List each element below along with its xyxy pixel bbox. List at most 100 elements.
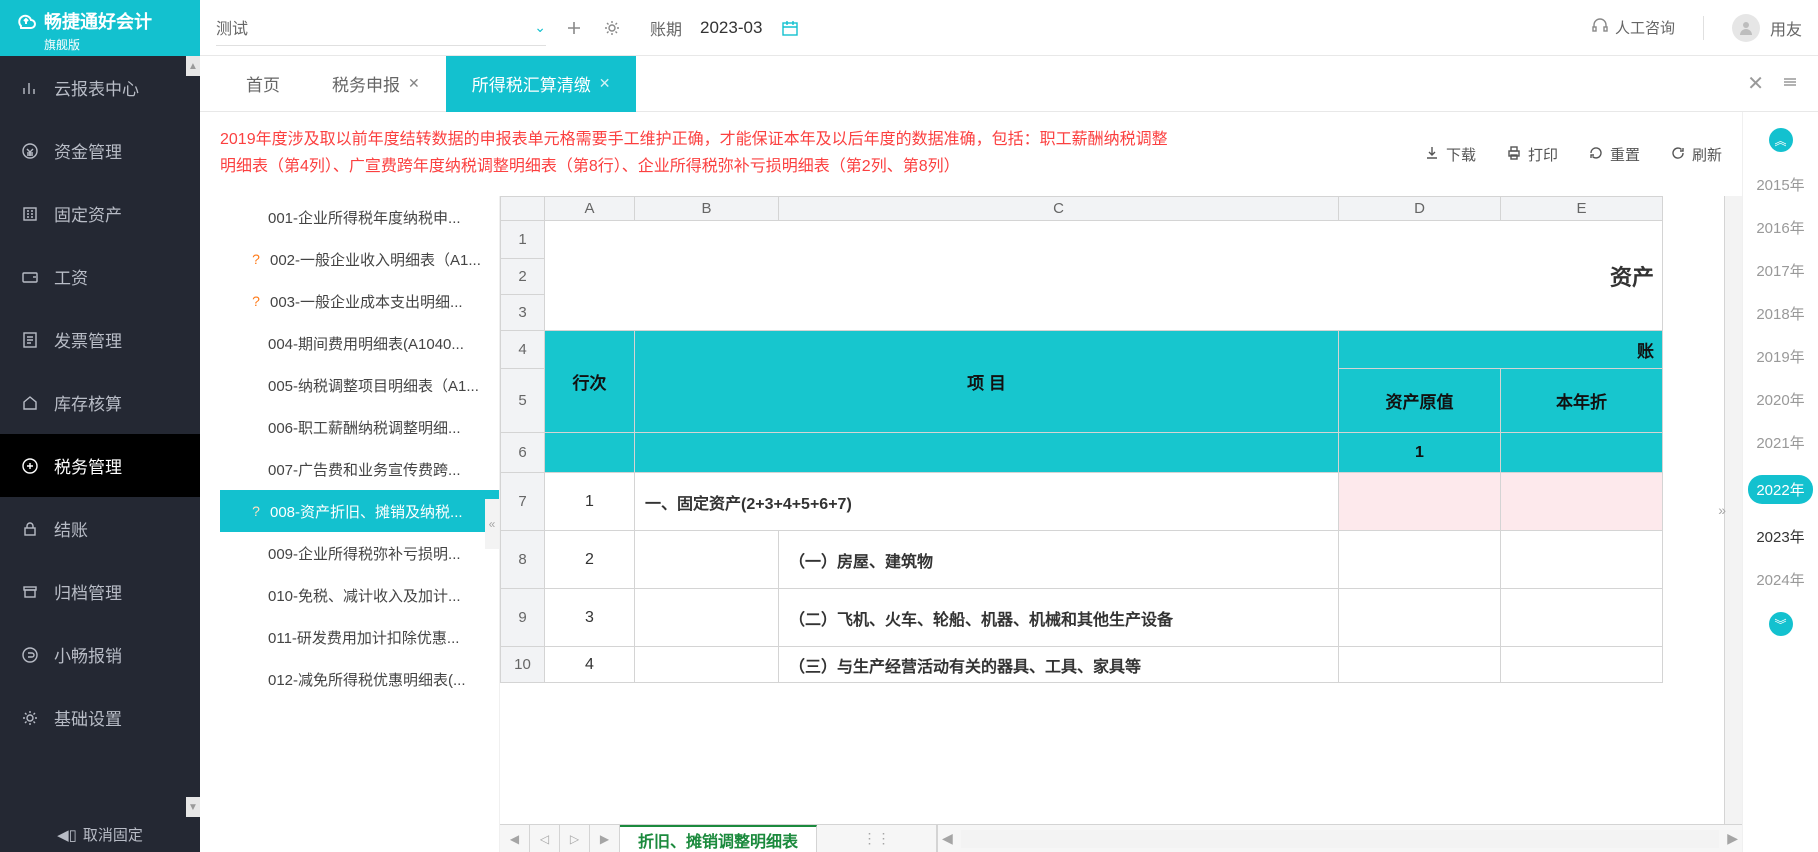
year-item[interactable]: 2023年 <box>1756 526 1804 547</box>
close-icon[interactable]: ✕ <box>599 75 611 92</box>
row-head[interactable]: 5 <box>501 369 545 433</box>
sidebar-scroll-up[interactable]: ▲ <box>186 56 200 76</box>
sheet-tab[interactable]: 折旧、摊销调整明细表 <box>620 825 817 852</box>
cell[interactable] <box>1501 531 1663 589</box>
close-all-icon[interactable]: ✕ <box>1747 71 1764 96</box>
form-item[interactable]: ?003-一般企业成本支出明细... <box>220 280 499 322</box>
form-item[interactable]: 006-职工薪酬纳税调整明细... <box>220 406 499 448</box>
menu-item-reimburse[interactable]: 小畅报销 <box>0 623 200 686</box>
cell-lineno[interactable]: 4 <box>545 647 635 683</box>
sidebar-scroll-down[interactable]: ▼ <box>186 797 200 817</box>
year-item[interactable]: 2016年 <box>1756 217 1804 238</box>
vertical-scrollbar[interactable] <box>1724 196 1742 824</box>
cell-lineno[interactable]: 1 <box>545 473 635 531</box>
sheet-corner[interactable] <box>501 197 545 221</box>
row-head[interactable]: 6 <box>501 433 545 473</box>
menu-item-archive[interactable]: 归档管理 <box>0 560 200 623</box>
header-book[interactable]: 账 <box>1339 331 1663 369</box>
scroll-left-icon[interactable]: ◀ <box>938 830 957 847</box>
reset-button[interactable]: 重置 <box>1588 144 1640 165</box>
row-head[interactable]: 3 <box>501 295 545 331</box>
nav-prev-icon[interactable]: ◁ <box>530 825 560 852</box>
company-select[interactable]: 测试 ⌄ <box>216 9 546 46</box>
year-item[interactable]: 2019年 <box>1756 346 1804 367</box>
cell[interactable] <box>1501 589 1663 647</box>
sidebar-footer-unpin[interactable]: ◀▯ 取消固定 <box>0 817 200 852</box>
close-icon[interactable]: ✕ <box>408 75 420 92</box>
user-menu[interactable]: 用友 <box>1732 14 1802 42</box>
menu-item-funds[interactable]: 资金管理 <box>0 119 200 182</box>
cell[interactable] <box>635 433 1339 473</box>
tab-income-tax[interactable]: 所得税汇算清缴 ✕ <box>446 56 637 112</box>
cell[interactable] <box>635 589 779 647</box>
row-head[interactable]: 9 <box>501 589 545 647</box>
menu-item-reports[interactable]: 云报表中心 <box>0 56 200 119</box>
form-item[interactable]: 010-免税、减计收入及加计... <box>220 574 499 616</box>
tab-home[interactable]: 首页 <box>220 56 306 112</box>
menu-item-tax[interactable]: 税务管理 <box>0 434 200 497</box>
nav-first-icon[interactable]: ◀ <box>500 825 530 852</box>
form-item[interactable]: 007-广告费和业务宣传费跨... <box>220 448 499 490</box>
sheet-title[interactable]: 资产 <box>545 221 1663 331</box>
cell-lineno[interactable]: 2 <box>545 531 635 589</box>
menu-item-close[interactable]: 结账 <box>0 497 200 560</box>
menu-item-assets[interactable]: 固定资产 <box>0 182 200 245</box>
form-item[interactable]: ?008-资产折旧、摊销及纳税... <box>220 490 499 532</box>
nav-last-icon[interactable]: ▶ <box>590 825 620 852</box>
col-head[interactable]: C <box>779 197 1339 221</box>
form-item[interactable]: ?002-一般企业收入明细表（A1... <box>220 238 499 280</box>
cell[interactable] <box>1501 473 1663 531</box>
cell-project[interactable]: 一、固定资产(2+3+4+5+6+7) <box>635 473 1339 531</box>
menu-item-inventory[interactable]: 库存核算 <box>0 371 200 434</box>
row-head[interactable]: 10 <box>501 647 545 683</box>
support-button[interactable]: 人工咨询 <box>1591 17 1675 39</box>
cell[interactable] <box>1339 531 1501 589</box>
collapse-handle[interactable]: « <box>485 499 499 549</box>
cell-project[interactable]: （三）与生产经营活动有关的器具、工具、家具等 <box>779 647 1339 683</box>
col-head[interactable]: B <box>635 197 779 221</box>
download-button[interactable]: 下载 <box>1424 144 1476 165</box>
nav-next-icon[interactable]: ▷ <box>560 825 590 852</box>
header-project[interactable]: 项 目 <box>635 331 1339 433</box>
row-head[interactable]: 2 <box>501 259 545 295</box>
calendar-icon[interactable] <box>780 18 800 38</box>
form-item[interactable]: 004-期间费用明细表(A1040... <box>220 322 499 364</box>
cell-project[interactable]: （一）房屋、建筑物 <box>779 531 1339 589</box>
plus-icon[interactable] <box>564 18 584 38</box>
form-item[interactable]: 012-减免所得税优惠明细表(... <box>220 658 499 700</box>
row-head[interactable]: 8 <box>501 531 545 589</box>
cell[interactable] <box>1501 433 1663 473</box>
year-item[interactable]: 2020年 <box>1756 389 1804 410</box>
year-item[interactable]: 2018年 <box>1756 303 1804 324</box>
expand-handle[interactable]: » <box>1718 502 1726 518</box>
col-head[interactable]: A <box>545 197 635 221</box>
cell[interactable] <box>1339 589 1501 647</box>
more-icon[interactable] <box>1782 74 1798 93</box>
cell[interactable] <box>635 647 779 683</box>
form-item[interactable]: 011-研发费用加计扣除优惠... <box>220 616 499 658</box>
header-sub-1[interactable]: 1 <box>1339 433 1501 473</box>
split-handle[interactable]: ⋮⋮ <box>817 825 937 852</box>
header-col-e[interactable]: 本年折 <box>1501 369 1663 433</box>
gear-icon[interactable] <box>602 18 622 38</box>
scroll-right-icon[interactable]: ▶ <box>1723 830 1742 847</box>
menu-item-salary[interactable]: 工资 <box>0 245 200 308</box>
print-button[interactable]: 打印 <box>1506 144 1558 165</box>
cell[interactable] <box>635 531 779 589</box>
year-item[interactable]: 2017年 <box>1756 260 1804 281</box>
col-head[interactable]: D <box>1339 197 1501 221</box>
row-head[interactable]: 4 <box>501 331 545 369</box>
cell[interactable] <box>1501 647 1663 683</box>
scroll-down-button[interactable]: ︾ <box>1769 612 1793 636</box>
form-item[interactable]: 009-企业所得税弥补亏损明... <box>220 532 499 574</box>
cell[interactable] <box>1339 647 1501 683</box>
scroll-up-button[interactable]: ︽ <box>1769 128 1793 152</box>
header-col-d[interactable]: 资产原值 <box>1339 369 1501 433</box>
scroll-track[interactable] <box>961 830 1719 848</box>
form-item[interactable]: 005-纳税调整项目明细表（A1... <box>220 364 499 406</box>
refresh-button[interactable]: 刷新 <box>1670 144 1722 165</box>
row-head[interactable]: 7 <box>501 473 545 531</box>
spreadsheet[interactable]: A B C D E 1 资产 2 <box>500 196 1742 824</box>
menu-item-settings[interactable]: 基础设置 <box>0 686 200 749</box>
tab-tax-declare[interactable]: 税务申报 ✕ <box>306 56 446 112</box>
